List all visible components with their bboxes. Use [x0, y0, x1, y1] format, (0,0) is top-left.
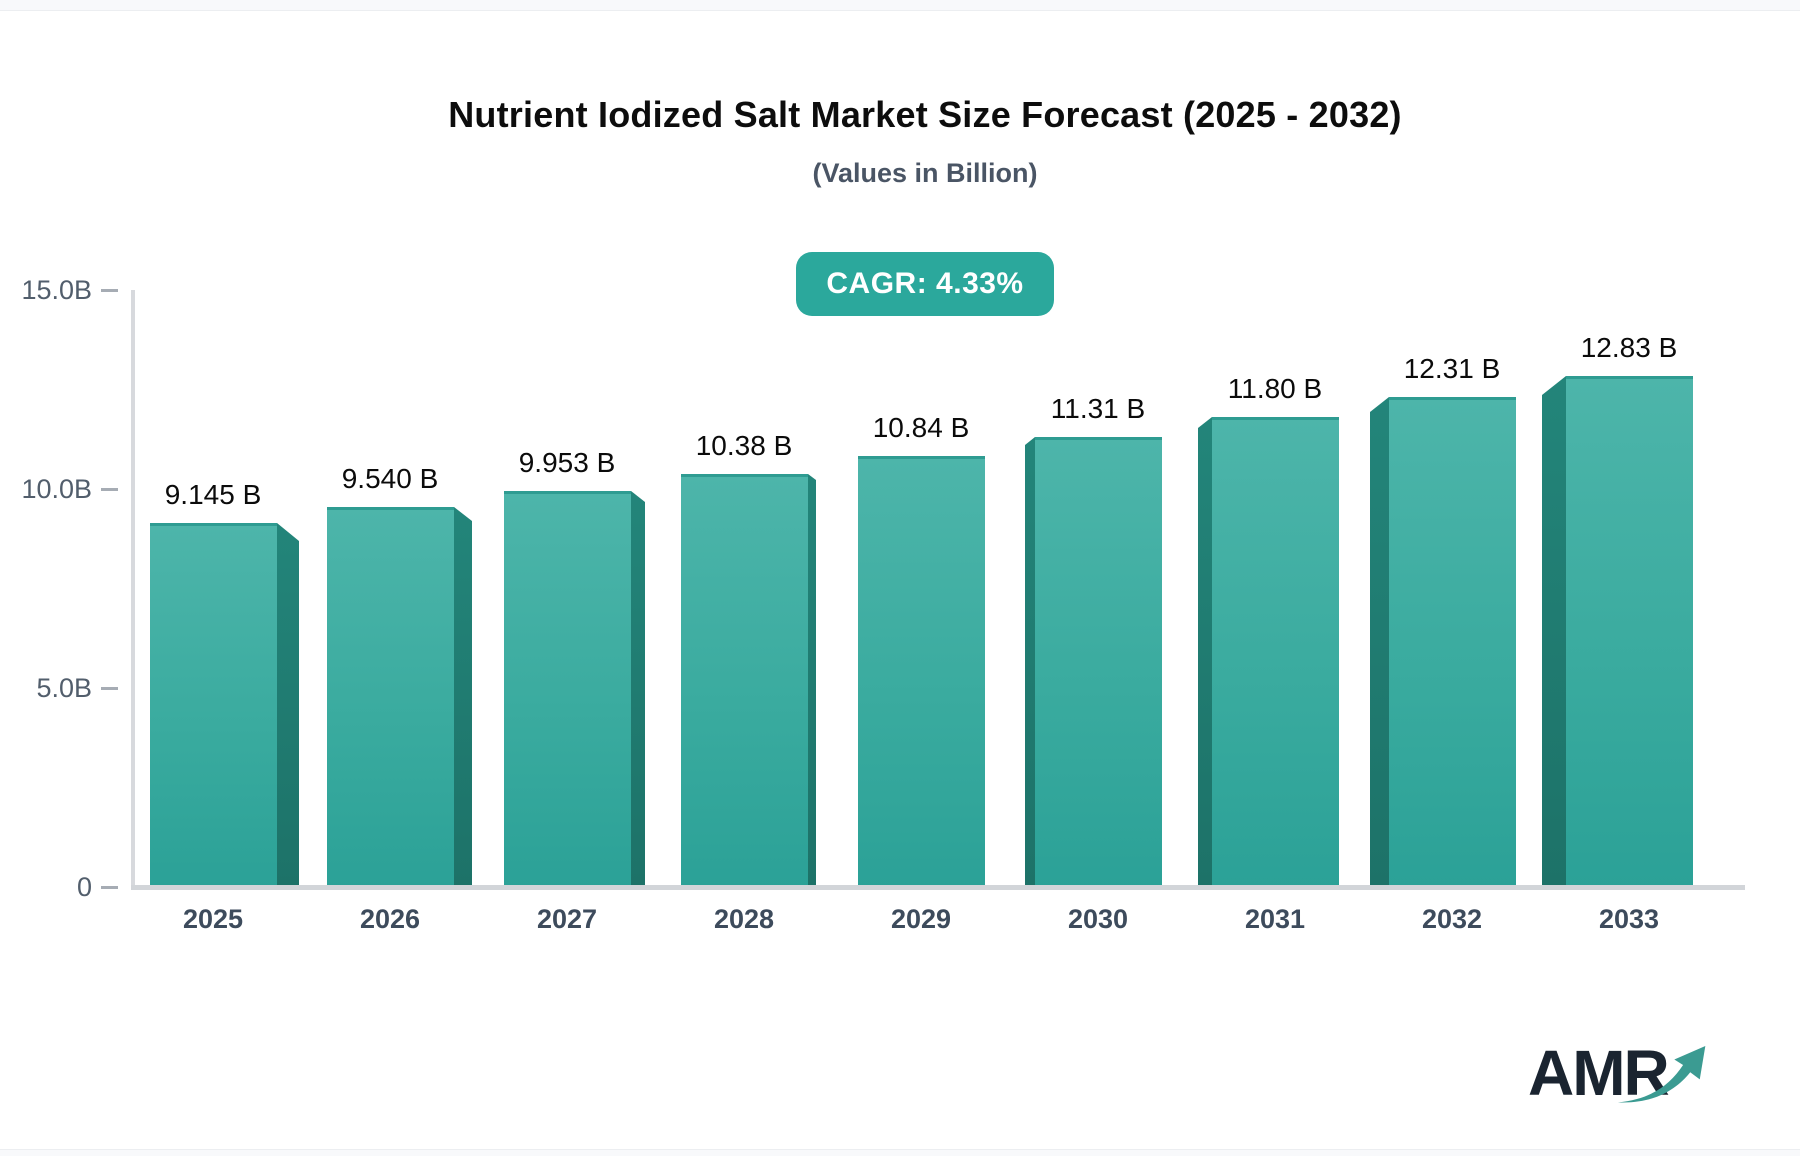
bar-2026: [327, 507, 454, 889]
bar-value-label: 11.80 B: [1227, 373, 1323, 404]
y-axis-label: 10.0B: [21, 474, 92, 504]
amr-logo: AMR: [1528, 1036, 1748, 1126]
bar-side-face: [808, 474, 816, 889]
bar-value-label: 10.38 B: [695, 430, 793, 461]
x-axis-label: 2028: [713, 904, 775, 934]
bar-value-label: 12.31 B: [1403, 353, 1501, 384]
bar-2027: [504, 491, 631, 889]
bar-value-label: 9.540 B: [341, 463, 439, 494]
bar-2031: [1212, 417, 1339, 889]
cagr-badge: CAGR: 4.33%: [796, 252, 1054, 316]
bar-side-face: [1542, 376, 1566, 889]
y-axis-tick: [101, 886, 118, 889]
bar-value-label: 11.31 B: [1050, 393, 1146, 424]
bar-2032: [1389, 397, 1516, 889]
bar-2029: [858, 456, 985, 889]
cagr-badge-band: CAGR: 4.33%: [50, 252, 1800, 316]
bar-2025: [150, 523, 277, 889]
bar-value-label: 9.145 B: [164, 479, 262, 510]
bar-side-face: [631, 491, 645, 889]
bar-value-label: 9.953 B: [518, 447, 616, 478]
bar-side-face: [1198, 417, 1212, 889]
x-axis-label: 2033: [1598, 904, 1660, 934]
chart-title: Nutrient Iodized Salt Market Size Foreca…: [448, 94, 1402, 135]
x-axis-label: 2026: [359, 904, 421, 934]
bar-2033: [1566, 376, 1693, 889]
x-axis-label: 2029: [890, 904, 952, 934]
bar-side-face: [454, 507, 472, 889]
y-axis-tick: [101, 289, 118, 292]
y-axis-label: 15.0B: [21, 275, 92, 305]
x-axis-label: 2032: [1421, 904, 1483, 934]
y-axis-label: 5.0B: [36, 673, 92, 703]
bar-side-face: [277, 523, 299, 889]
y-axis-tick: [101, 488, 118, 491]
x-axis-line: [131, 885, 1745, 890]
y-axis-line: [131, 290, 135, 887]
x-axis-label: 2030: [1067, 904, 1129, 934]
x-axis-label: 2027: [536, 904, 598, 934]
x-axis-label: 2031: [1244, 904, 1306, 934]
bar-2028: [681, 474, 808, 889]
bar-value-label: 12.83 B: [1580, 332, 1678, 363]
y-axis-tick: [101, 687, 118, 690]
y-axis-label: 0: [76, 872, 92, 902]
growth-arrow-icon: [1617, 1045, 1706, 1103]
bar-side-face: [1370, 397, 1389, 889]
x-axis-label: 2025: [182, 904, 244, 934]
bar-value-label: 10.84 B: [872, 412, 970, 443]
page-edge-top: [0, 0, 1800, 11]
bar-2030: [1035, 437, 1162, 889]
page-edge-bottom: [0, 1149, 1800, 1156]
chart-subtitle: (Values in Billion): [812, 158, 1038, 188]
bar-side-face: [1025, 437, 1035, 889]
